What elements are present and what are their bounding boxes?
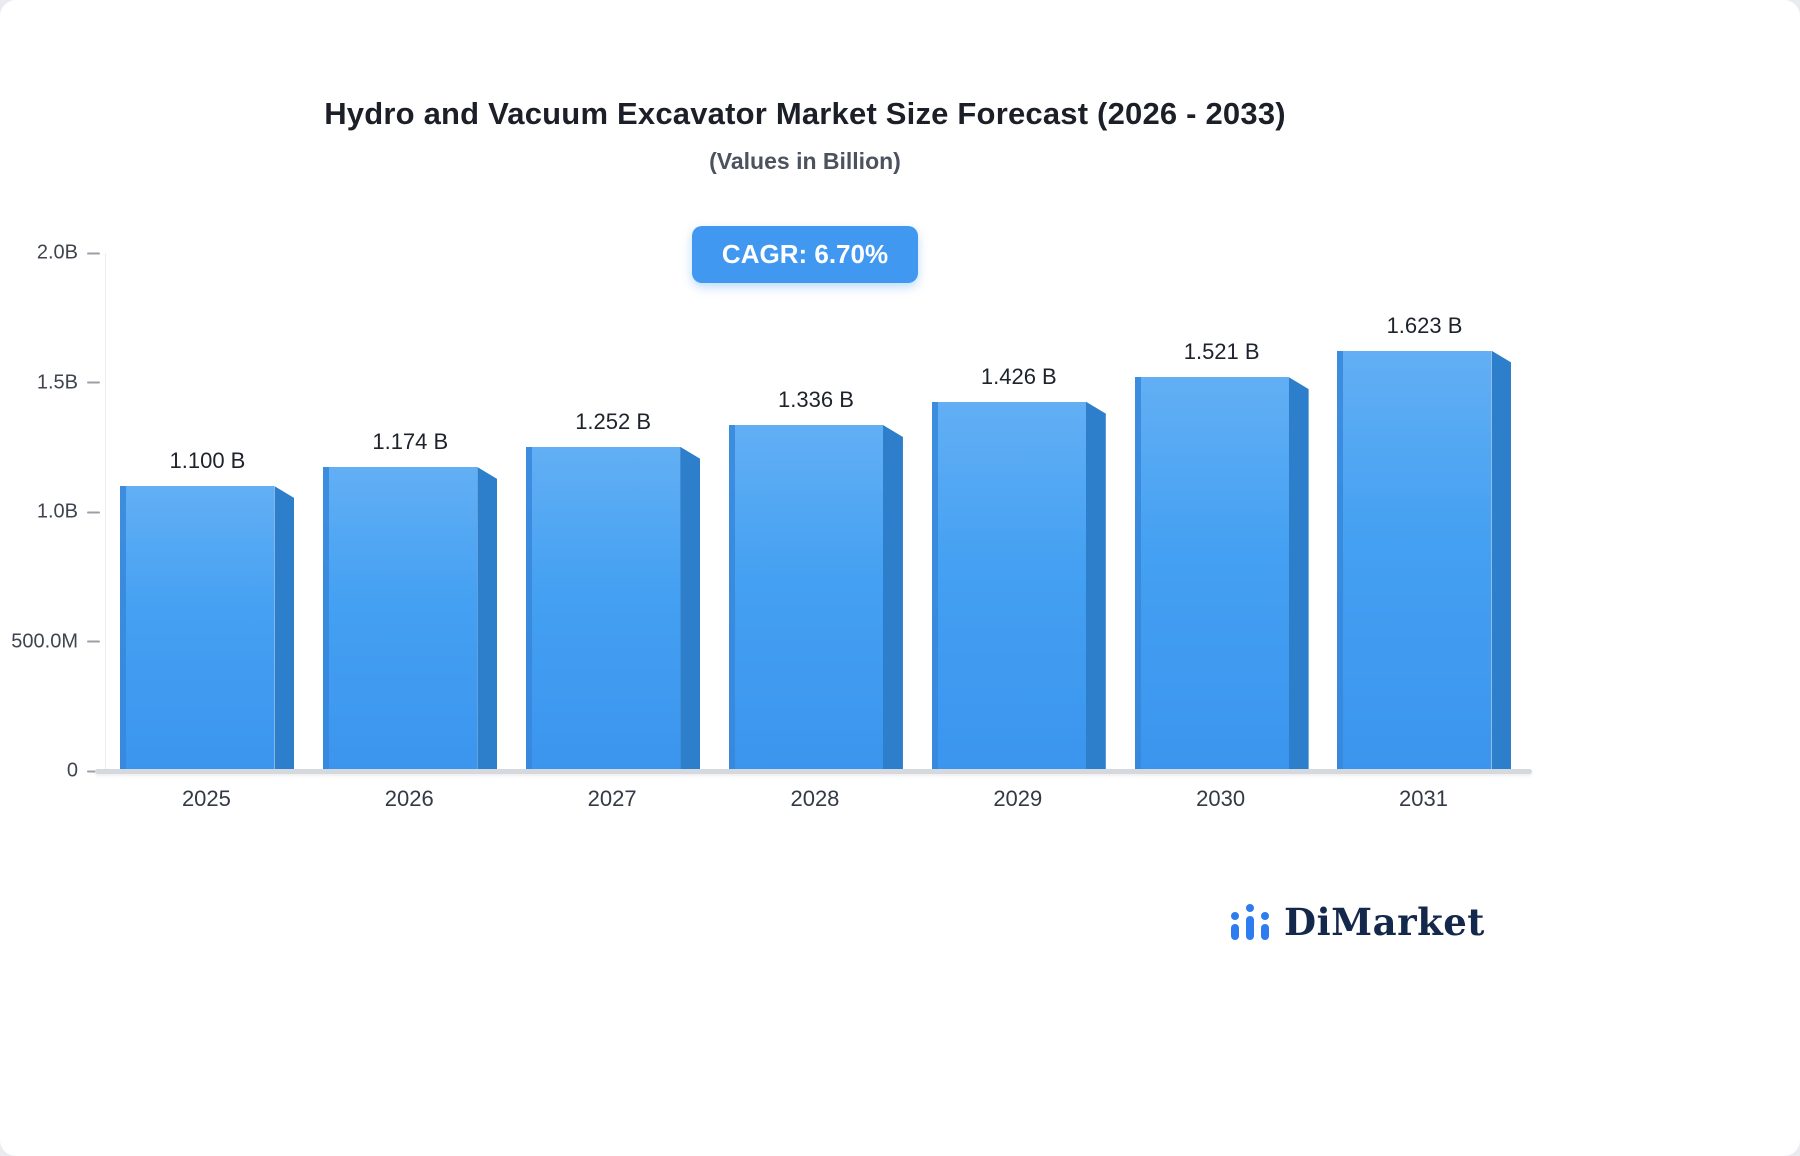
chart-subtitle: (Values in Billion) — [709, 148, 901, 174]
x-axis-label: 2029 — [993, 786, 1043, 811]
bar-face — [1134, 377, 1289, 771]
y-tick-mark — [87, 381, 100, 384]
bar-value-label: 1.426 B — [980, 363, 1057, 389]
y-axis: 2.0B 1.5B 1.0B 500.0M 0 — [0, 242, 100, 782]
bar-value-label: 1.100 B — [169, 448, 246, 474]
y-tick-mark — [87, 640, 100, 643]
bar-face — [526, 446, 681, 771]
bar-side-3d — [882, 424, 903, 771]
bar-left-edge — [323, 466, 330, 771]
bar-face — [323, 466, 478, 771]
y-tick: 500.0M — [0, 630, 100, 653]
bar-face — [1337, 350, 1492, 771]
bar[interactable]: 1.426 B — [931, 364, 1106, 771]
bar-slot: 1.623 B — [1323, 253, 1525, 771]
cagr-badge: CAGR: 6.70% — [691, 226, 919, 283]
bar-side-3d — [477, 466, 498, 771]
bar-left-edge — [1337, 350, 1344, 771]
y-tick: 2.0B — [0, 242, 100, 265]
y-tick: 1.5B — [0, 371, 100, 394]
bar-value-label: 1.336 B — [778, 386, 854, 412]
logo-text: DiMarket — [1284, 900, 1485, 944]
bar-face — [120, 486, 275, 771]
bar-side-3d — [1288, 377, 1309, 771]
dimarket-logo: DiMarket — [1228, 900, 1485, 944]
y-tick-mark — [87, 770, 100, 772]
bar-value-label: 1.623 B — [1386, 312, 1463, 338]
bar[interactable]: 1.623 B — [1337, 313, 1512, 771]
bar-left-edge — [728, 424, 735, 771]
bar-slot: 1.426 B — [918, 253, 1120, 771]
bar-left-edge — [931, 401, 938, 771]
y-tick-label: 1.0B — [36, 500, 78, 523]
x-axis: 2025 2026 2027 2028 2029 2030 2031 — [105, 786, 1525, 826]
y-tick-label: 500.0M — [11, 630, 78, 652]
x-axis-label: 2026 — [384, 786, 434, 811]
x-axis-label: 2031 — [1399, 786, 1448, 811]
y-tick-label: 0 — [66, 759, 78, 782]
x-axis-label: 2030 — [1196, 786, 1246, 811]
y-tick: 0 — [0, 760, 100, 783]
plot-area: 1.100 B 1.174 B 1.252 B 1.336 B 1.426 B 1.521… — [105, 253, 1526, 771]
bar[interactable]: 1.174 B — [323, 429, 498, 771]
bar-slot: 1.521 B — [1121, 253, 1323, 771]
chart-title: Hydro and Vacuum Excavator Market Size F… — [324, 96, 1286, 131]
y-tick: 1.0B — [0, 501, 100, 524]
bar-value-label: 1.174 B — [372, 428, 449, 454]
bar[interactable]: 1.252 B — [526, 409, 701, 771]
x-axis-line — [95, 769, 1532, 774]
bar-left-edge — [120, 486, 127, 771]
y-tick-label: 1.5B — [36, 371, 78, 393]
y-tick-mark — [87, 252, 100, 254]
bar-slot: 1.252 B — [512, 253, 714, 771]
bar-slot: 1.336 B — [715, 253, 917, 771]
bar-side-3d — [1491, 350, 1512, 771]
bar-face — [931, 401, 1086, 771]
bar-face — [728, 424, 883, 771]
bar-value-label: 1.521 B — [1183, 339, 1260, 365]
x-axis-label: 2025 — [181, 786, 231, 811]
bar[interactable]: 1.521 B — [1134, 339, 1309, 771]
bar[interactable]: 1.100 B — [120, 448, 295, 771]
x-axis-label: 2027 — [587, 786, 637, 811]
bar-slot: 1.174 B — [309, 253, 511, 771]
bar-side-3d — [680, 446, 701, 771]
bar-left-edge — [1134, 377, 1141, 771]
bar-chart-icon — [1228, 900, 1272, 944]
bar-side-3d — [1085, 401, 1106, 771]
bar-slot: 1.100 B — [106, 253, 308, 771]
y-tick-mark — [87, 511, 100, 513]
x-axis-label: 2028 — [790, 786, 840, 811]
cagr-badge-wrap: CAGR: 6.70% — [0, 226, 1610, 283]
bar[interactable]: 1.336 B — [728, 387, 903, 771]
y-tick-label: 2.0B — [36, 241, 78, 264]
bar-left-edge — [526, 446, 533, 771]
bar-value-label: 1.252 B — [575, 408, 652, 434]
bar-side-3d — [274, 486, 295, 771]
